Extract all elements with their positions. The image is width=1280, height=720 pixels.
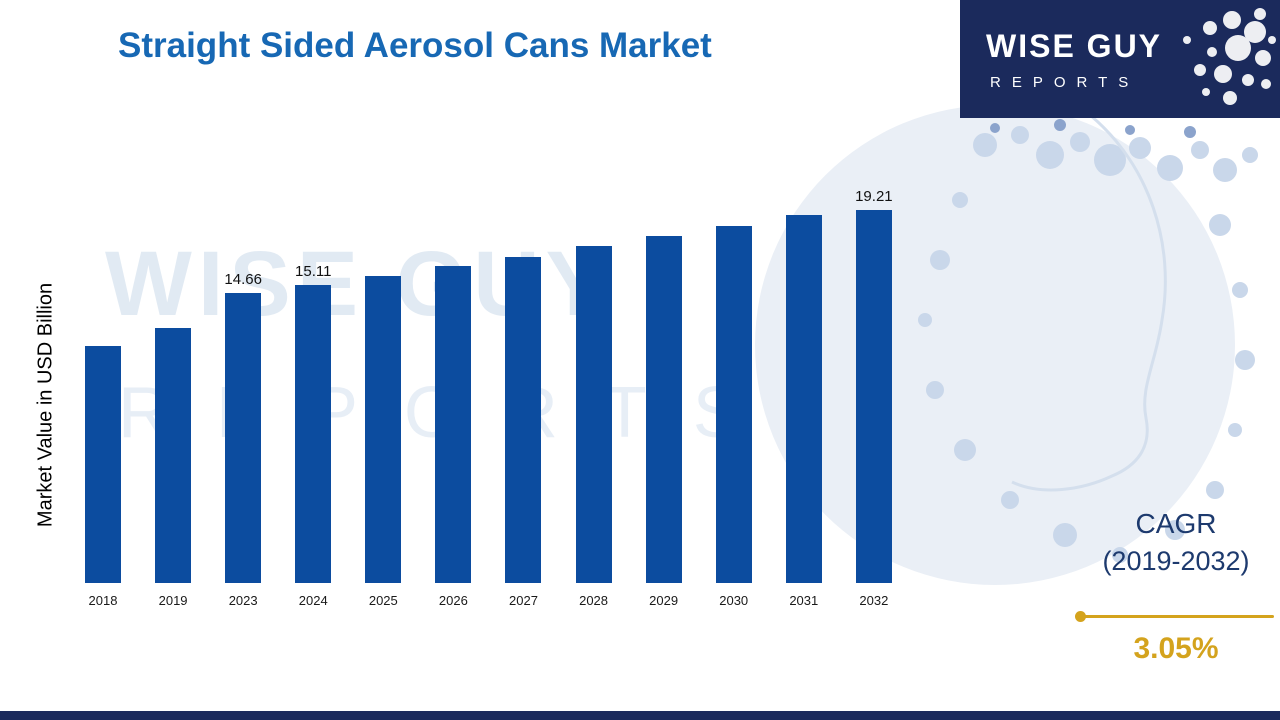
x-axis-label-2032: 2032 [859,593,889,608]
cagr-underline-decoration [1078,615,1274,618]
logo-brand-name: WISE GUY [986,28,1163,64]
x-axis-label-2019: 2019 [158,593,188,608]
bar-column-2027: 2027 [505,188,542,608]
x-axis-label-2030: 2030 [719,593,749,608]
bar-2028 [575,246,612,583]
cagr-block: CAGR (2019-2032) 3.05% [1075,508,1274,678]
x-axis-label-2029: 2029 [649,593,679,608]
bar-column-2031: 2031 [785,188,822,608]
dot-pattern-decoration [918,113,1258,563]
bar-column-2029: 2029 [645,188,682,608]
cagr-label: CAGR [1135,508,1217,539]
x-axis-label-2024: 2024 [298,593,328,608]
bar-column-2030: 2030 [715,188,752,608]
cagr-range: (2019-2032) [1102,546,1250,576]
bar-2018 [85,346,121,583]
bar-2027 [505,256,542,583]
bar-column-2026: 2026 [435,188,472,608]
face-profile-outline [1011,113,1167,492]
x-axis-label-2031: 2031 [789,593,819,608]
bar-value-label: 15.11 [295,262,332,280]
logo-brand-subtitle: REPORTS [990,74,1140,91]
bar-column-2032: 19.21 2032 [855,188,893,608]
background-circle-decoration [755,105,1235,585]
bar-plot: 2018 2019 14.66 2023 15.11 2024 2025 2026 2027 20… [85,188,893,608]
bar-2023 [225,293,262,583]
bar-2029 [645,236,682,583]
bar-value-label: 14.66 [224,271,262,289]
y-axis-title: Market Value in USD Billion [34,282,57,528]
bottom-bar-decoration [0,711,1280,720]
bar-value-label: 19.21 [855,188,893,205]
x-axis-label-2026: 2026 [438,593,468,608]
x-axis-label-2025: 2025 [368,593,398,608]
x-axis-label-2018: 2018 [88,593,118,608]
bar-column-2024: 15.11 2024 [295,188,332,608]
bar-2019 [155,328,192,583]
page-title: Straight Sided Aerosol Cans Market [118,26,712,65]
wise-guy-reports-logo: WISE GUY REPORTS [960,0,1280,118]
x-axis-label-2027: 2027 [509,593,538,608]
x-axis-label-2023: 2023 [228,593,258,608]
bar-column-2018: 2018 [85,188,121,608]
logo-face-dots-icon [1183,8,1276,105]
bar-column-2023: 14.66 2023 [224,188,262,608]
bar-2031 [785,214,822,583]
bar-2032 [855,210,892,583]
cagr-value: 3.05% [1133,632,1219,665]
bar-2025 [365,275,402,583]
bar-2024 [295,284,332,583]
x-axis-label-2028: 2028 [579,593,609,608]
bar-column-2025: 2025 [365,188,402,608]
bar-2030 [715,225,752,583]
bar-2026 [435,266,472,583]
bar-column-2028: 2028 [575,188,612,608]
bar-column-2019: 2019 [155,188,192,608]
watermark-text-line2: REPORTS [118,372,787,454]
